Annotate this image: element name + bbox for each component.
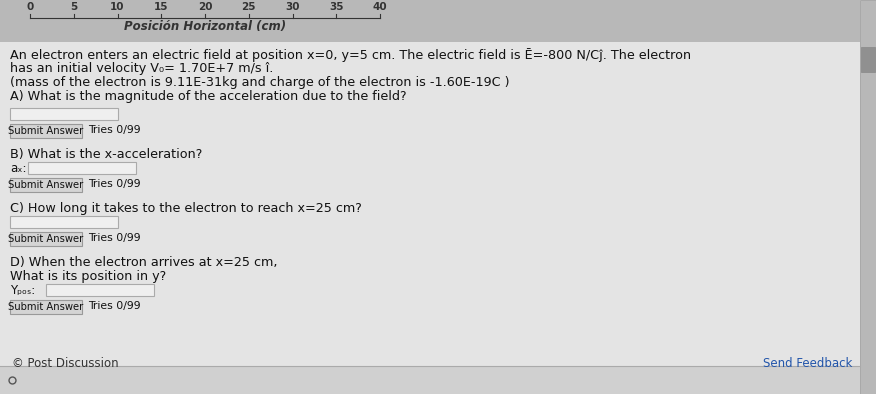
Bar: [860, 0, 876, 394]
Text: Send Feedback: Send Feedback: [763, 357, 852, 370]
Bar: [46, 284, 154, 296]
Text: Submit Answer: Submit Answer: [9, 302, 83, 312]
Text: C) How long it takes to the electron to reach x=25 cm?: C) How long it takes to the electron to …: [10, 202, 362, 215]
Bar: [0, 0, 860, 42]
Text: 15: 15: [154, 2, 168, 12]
Bar: [10, 216, 118, 228]
Text: 20: 20: [198, 2, 212, 12]
Text: Submit Answer: Submit Answer: [9, 234, 83, 244]
Text: Submit Answer: Submit Answer: [9, 180, 83, 190]
Text: 5: 5: [70, 2, 77, 12]
Text: 30: 30: [286, 2, 300, 12]
Bar: [28, 162, 136, 174]
Text: 25: 25: [242, 2, 256, 12]
Text: An electron enters an electric field at position x=0, y=5 cm. The electric field: An electron enters an electric field at …: [10, 48, 691, 62]
Text: 35: 35: [329, 2, 343, 12]
Text: 0: 0: [26, 2, 33, 12]
Bar: [10, 178, 82, 192]
Text: Tries 0/99: Tries 0/99: [88, 233, 141, 243]
Text: aₓ:: aₓ:: [10, 162, 26, 175]
Text: A) What is the magnitude of the acceleration due to the field?: A) What is the magnitude of the accelera…: [10, 90, 406, 103]
Text: Posición Horizontal (cm): Posición Horizontal (cm): [124, 20, 286, 33]
Text: What is its position in y?: What is its position in y?: [10, 270, 166, 283]
Text: Tries 0/99: Tries 0/99: [88, 301, 141, 311]
Text: Tries 0/99: Tries 0/99: [88, 179, 141, 189]
Text: Tries 0/99: Tries 0/99: [88, 125, 141, 135]
Text: 10: 10: [110, 2, 124, 12]
Text: © Post Discussion: © Post Discussion: [12, 357, 118, 370]
Text: Yₚₒₛ:: Yₚₒₛ:: [10, 284, 35, 297]
Bar: [10, 124, 82, 138]
Text: Submit Answer: Submit Answer: [9, 126, 83, 136]
Bar: [861, 47, 875, 72]
Text: has an initial velocity V₀= 1.70E+7 m/s î.: has an initial velocity V₀= 1.70E+7 m/s …: [10, 62, 273, 75]
Bar: [0, 366, 860, 394]
Bar: [10, 300, 82, 314]
Text: D) When the electron arrives at x=25 cm,: D) When the electron arrives at x=25 cm,: [10, 256, 278, 269]
Text: B) What is the x-acceleration?: B) What is the x-acceleration?: [10, 148, 202, 161]
Bar: [0, 42, 860, 366]
Text: 40: 40: [372, 2, 387, 12]
Text: (mass of the electron is 9.11E-31kg and charge of the electron is -1.60E-19C ): (mass of the electron is 9.11E-31kg and …: [10, 76, 510, 89]
Bar: [10, 232, 82, 246]
Bar: [10, 108, 118, 120]
